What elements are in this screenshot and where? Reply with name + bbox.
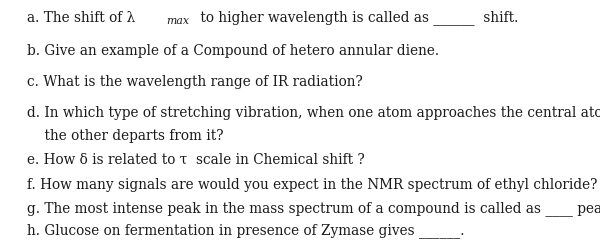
Text: max: max	[167, 16, 190, 26]
Text: b. Give an example of a Compound of hetero annular diene.: b. Give an example of a Compound of hete…	[27, 44, 439, 58]
Text: f. How many signals are would you expect in the NMR spectrum of ethyl chloride?: f. How many signals are would you expect…	[27, 178, 598, 192]
Text: g. The most intense peak in the mass spectrum of a compound is called as ____ pe: g. The most intense peak in the mass spe…	[27, 201, 600, 216]
Text: a. The shift of λ: a. The shift of λ	[27, 11, 135, 25]
Text: e. How δ is related to τ  scale in Chemical shift ?: e. How δ is related to τ scale in Chemic…	[27, 153, 365, 167]
Text: to higher wavelength is called as ______  shift.: to higher wavelength is called as ______…	[196, 10, 519, 25]
Text: d. In which type of stretching vibration, when one atom approaches the central a: d. In which type of stretching vibration…	[27, 106, 600, 120]
Text: the other departs from it?: the other departs from it?	[27, 129, 223, 143]
Text: h. Glucose on fermentation in presence of Zymase gives ______.: h. Glucose on fermentation in presence o…	[27, 223, 464, 238]
Text: c. What is the wavelength range of IR radiation?: c. What is the wavelength range of IR ra…	[27, 75, 363, 89]
